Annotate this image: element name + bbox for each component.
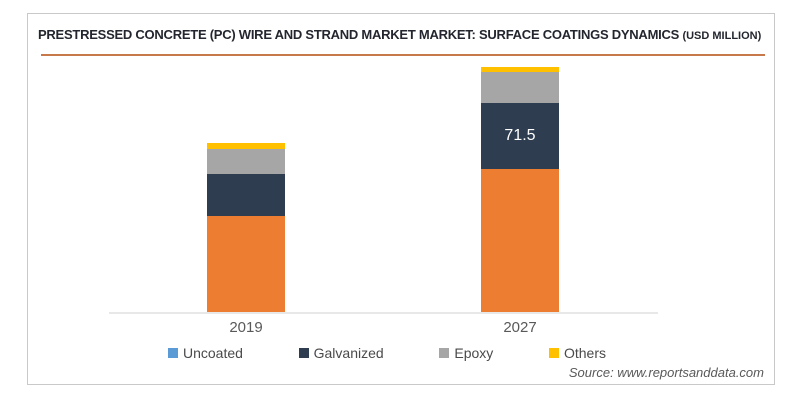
x-axis-label-2019: 2019: [229, 319, 263, 336]
legend-item-uncoated: Uncoated: [168, 345, 243, 361]
legend-swatch-galvanized: [298, 348, 309, 358]
x-axis-line: [109, 312, 658, 314]
bar-segment-others-2019: [207, 143, 285, 150]
legend-item-others: Others: [548, 345, 606, 361]
chart-title-text: PRESTRESSED CONCRETE (PC) WIRE AND STRAN…: [38, 27, 683, 42]
legend-label-epoxy: Epoxy: [454, 345, 494, 361]
legend-item-epoxy: Epoxy: [439, 345, 493, 361]
legend-item-galvanized: Galvanized: [298, 345, 384, 361]
bar-segment-galvanized-2027: 71.5: [481, 102, 559, 169]
legend-label-uncoated: Uncoated: [183, 345, 243, 361]
legend-label-others: Others: [563, 345, 606, 361]
source-attribution: Source: www.reportsanddata.com: [568, 365, 764, 380]
plot-area: 71.5 2019 2027 Uncoated Galvanized Epoxy Ot…: [28, 14, 774, 384]
legend: Uncoated Galvanized Epoxy Others: [168, 345, 606, 361]
data-label-galvanized-2027: 71.5: [504, 126, 536, 144]
chart-title-units: (USD MILLION): [682, 30, 762, 42]
legend-swatch-others: [548, 348, 559, 358]
legend-swatch-epoxy: [439, 348, 450, 358]
bar-segment-uncoated-2019: [207, 216, 285, 312]
bar-segment-epoxy-2027: [481, 72, 559, 103]
title-underline: [41, 54, 765, 56]
bar-segment-epoxy-2019: [207, 149, 285, 174]
stacked-bar-2027: 71.5: [481, 66, 559, 312]
chart-card: PRESTRESSED CONCRETE (PC) WIRE AND STRAN…: [27, 13, 775, 385]
chart-title: PRESTRESSED CONCRETE (PC) WIRE AND STRAN…: [38, 27, 766, 42]
legend-swatch-uncoated: [168, 348, 178, 358]
x-axis-label-2027: 2027: [503, 319, 537, 336]
legend-label-galvanized: Galvanized: [313, 345, 384, 361]
bar-segment-uncoated-2027: [481, 168, 559, 312]
stacked-bar-2019: [207, 143, 285, 312]
bar-segment-galvanized-2019: [207, 174, 285, 216]
bar-segment-others-2027: [481, 66, 559, 73]
